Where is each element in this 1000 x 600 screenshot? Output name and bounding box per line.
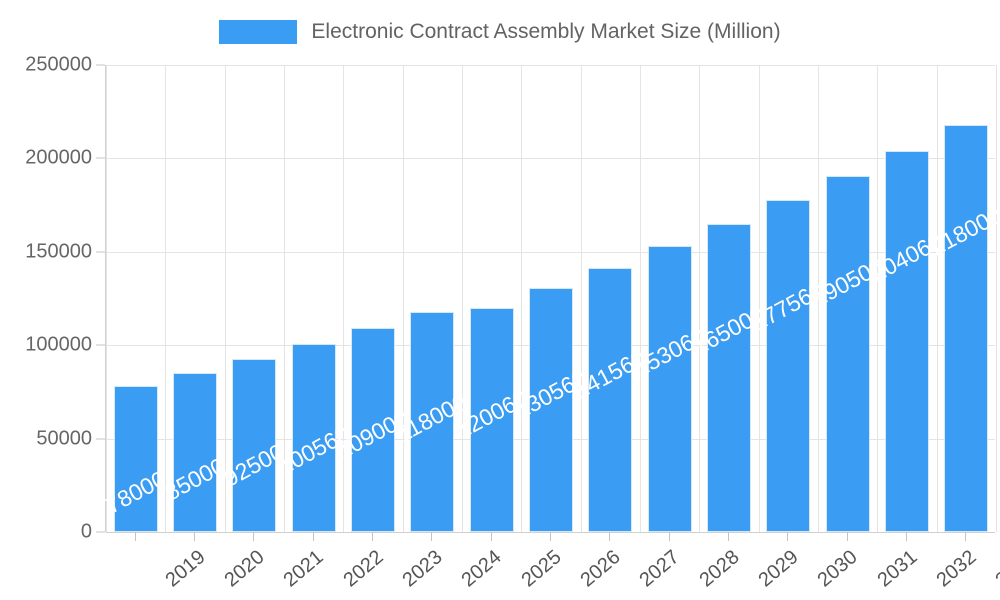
- bar-slot: 141560: [570, 65, 650, 532]
- x-axis: 2019 2020 2021 2022 2023 2024 2025 2026 2027 2028…: [105, 532, 1000, 600]
- bar-slot: 118000: [393, 65, 471, 532]
- legend-item-market-size[interactable]: Electronic Contract Assembly Market Size…: [219, 20, 781, 44]
- bar-slot: 92500: [220, 65, 288, 532]
- x-axis-tick-label: 2030: [813, 546, 862, 592]
- bar-slot: 130560: [511, 65, 591, 532]
- x-tick-mark: [728, 532, 729, 541]
- y-axis-tick-label: 100000: [25, 333, 92, 356]
- bar[interactable]: [825, 176, 870, 532]
- bar-slot: 78000: [101, 65, 170, 532]
- bar-slot: 120060: [451, 65, 531, 532]
- y-tick-mark: [96, 157, 105, 159]
- x-axis-tick-label: 2025: [517, 546, 566, 592]
- x-axis-tick-label: 2029: [754, 546, 803, 592]
- bar-slot: 190500: [807, 65, 887, 532]
- y-axis-tick-label: 50000: [36, 427, 92, 450]
- y-tick-mark: [96, 531, 105, 533]
- bar[interactable]: [232, 359, 277, 532]
- chart-legend: Electronic Contract Assembly Market Size…: [0, 12, 1000, 52]
- y-axis: 0 50000 100000 150000 200000 250000: [0, 54, 105, 543]
- x-tick-mark: [194, 532, 195, 541]
- x-axis-tick-label: 2026: [576, 546, 625, 592]
- x-tick-mark: [550, 532, 551, 541]
- category-gridline: [996, 65, 997, 532]
- x-tick-mark: [135, 532, 136, 541]
- x-axis-tick-label: 2024: [457, 546, 506, 592]
- bar-slot: 153060: [629, 65, 709, 532]
- bar-slot: 204060: [867, 65, 947, 532]
- x-tick-mark: [431, 532, 432, 541]
- x-tick-mark: [906, 532, 907, 541]
- x-tick-mark: [253, 532, 254, 541]
- y-tick-mark: [96, 64, 105, 66]
- x-tick-mark: [787, 532, 788, 541]
- bar[interactable]: [291, 344, 336, 532]
- y-tick-mark: [96, 438, 105, 440]
- x-tick-mark: [313, 532, 314, 541]
- bar[interactable]: [944, 124, 989, 532]
- x-axis-tick-label: 2021: [279, 546, 328, 592]
- bar-slot: 85000: [160, 65, 229, 532]
- x-tick-mark: [965, 532, 966, 541]
- bar[interactable]: [647, 246, 692, 532]
- x-axis-tick-label: 2020: [220, 546, 269, 592]
- x-tick-mark: [491, 532, 492, 541]
- x-axis-tick-label: 2019: [161, 546, 210, 592]
- legend-label: Electronic Contract Assembly Market Size…: [311, 20, 781, 43]
- bar[interactable]: [529, 288, 573, 532]
- legend-color-swatch-icon: [219, 20, 298, 44]
- bar[interactable]: [885, 150, 929, 532]
- x-axis-tick-label: 2033: [991, 546, 1000, 592]
- y-axis-tick-label: 0: [80, 520, 92, 543]
- bar-slot: 165000: [689, 65, 769, 532]
- bar-slot: 100560: [273, 65, 353, 532]
- bar-slot: 177560: [748, 65, 828, 532]
- y-axis-tick-label: 150000: [25, 240, 92, 263]
- x-axis-tick-label: 2028: [695, 546, 744, 592]
- x-axis-tick-label: 2027: [635, 546, 684, 592]
- y-tick-mark: [96, 251, 105, 253]
- x-tick-mark: [372, 532, 373, 541]
- x-axis-tick-label: 2023: [398, 546, 447, 592]
- x-axis-tick-label: 2031: [873, 546, 922, 592]
- bar[interactable]: [588, 267, 633, 532]
- x-tick-mark: [669, 532, 670, 541]
- bar[interactable]: [173, 373, 217, 532]
- bar[interactable]: [113, 386, 158, 532]
- x-axis-tick-label: 2032: [932, 546, 981, 592]
- bar[interactable]: [766, 200, 811, 532]
- x-tick-mark: [609, 532, 610, 541]
- bar-slot: 218000: [926, 65, 1000, 532]
- bar[interactable]: [707, 223, 751, 532]
- bar[interactable]: [351, 328, 395, 532]
- bar[interactable]: [410, 311, 455, 532]
- bar[interactable]: [469, 307, 514, 532]
- bar-slot: 109000: [333, 65, 413, 532]
- y-axis-tick-label: 200000: [25, 146, 92, 169]
- plot-area: 78000 85000 92500 100560 109000 118000 120060 1…: [101, 65, 1000, 533]
- y-tick-mark: [96, 344, 105, 346]
- x-axis-tick-label: 2022: [339, 546, 388, 592]
- y-axis-tick-label: 250000: [25, 53, 92, 76]
- x-tick-mark: [847, 532, 848, 541]
- bar-series: 78000 85000 92500 100560 109000 118000 120060 1…: [101, 65, 1000, 532]
